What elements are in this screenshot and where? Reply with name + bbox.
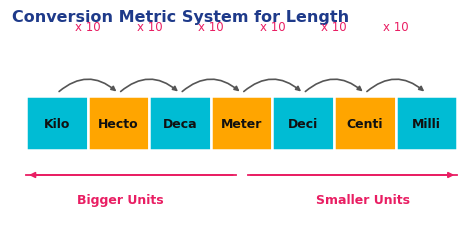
Bar: [149, 97, 211, 151]
Text: x 10: x 10: [383, 21, 409, 34]
Text: Milli: Milli: [412, 117, 441, 130]
Text: Centi: Centi: [346, 117, 383, 130]
Bar: [211, 97, 273, 151]
Text: Hecto: Hecto: [98, 117, 139, 130]
Text: Conversion Metric System for Length: Conversion Metric System for Length: [12, 10, 349, 25]
Bar: [396, 97, 457, 151]
Bar: [88, 97, 149, 151]
Text: Deci: Deci: [288, 117, 319, 130]
Text: x 10: x 10: [75, 21, 100, 34]
Bar: [26, 97, 88, 151]
Text: Bigger Units: Bigger Units: [77, 194, 163, 206]
Text: Smaller Units: Smaller Units: [317, 194, 410, 206]
Text: Kilo: Kilo: [44, 117, 70, 130]
Text: Meter: Meter: [221, 117, 263, 130]
Text: x 10: x 10: [137, 21, 162, 34]
Text: Deca: Deca: [163, 117, 198, 130]
Bar: [334, 97, 396, 151]
Text: x 10: x 10: [198, 21, 224, 34]
Text: x 10: x 10: [260, 21, 285, 34]
Text: x 10: x 10: [321, 21, 347, 34]
Bar: [273, 97, 334, 151]
